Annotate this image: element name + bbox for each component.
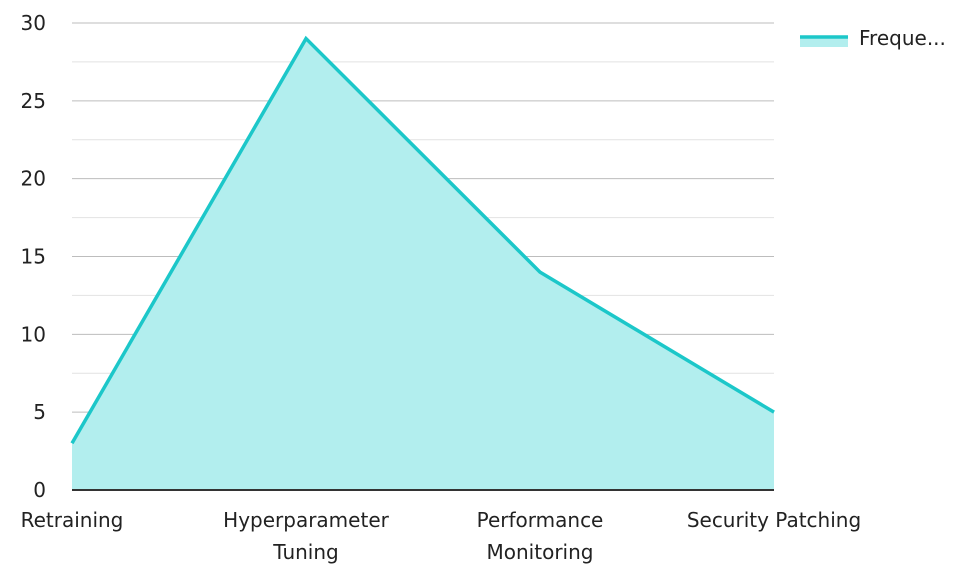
x-axis-ticks: Retraining Hyperparameter Tuning Performanc… <box>21 508 862 564</box>
y-tick-label: 25 <box>21 89 46 113</box>
y-tick-label: 20 <box>21 167 46 191</box>
y-tick-label: 5 <box>33 400 46 424</box>
x-tick-label: Retraining <box>21 508 124 532</box>
x-tick-label: Security Patching <box>687 508 861 532</box>
legend: Freque... <box>800 26 946 50</box>
y-tick-label: 10 <box>21 322 46 346</box>
y-tick-label: 15 <box>21 245 46 269</box>
y-tick-label: 0 <box>33 478 46 502</box>
x-tick-label: Hyperparameter Tuning <box>223 508 389 564</box>
y-axis-ticks: 0 5 10 15 20 25 30 <box>21 11 46 502</box>
series-area <box>72 38 774 491</box>
x-tick-label: Performance Monitoring <box>477 508 604 564</box>
legend-swatch <box>800 37 848 47</box>
series-line <box>70 35 775 445</box>
y-tick-label: 30 <box>21 11 46 35</box>
legend-label: Freque... <box>859 26 946 50</box>
